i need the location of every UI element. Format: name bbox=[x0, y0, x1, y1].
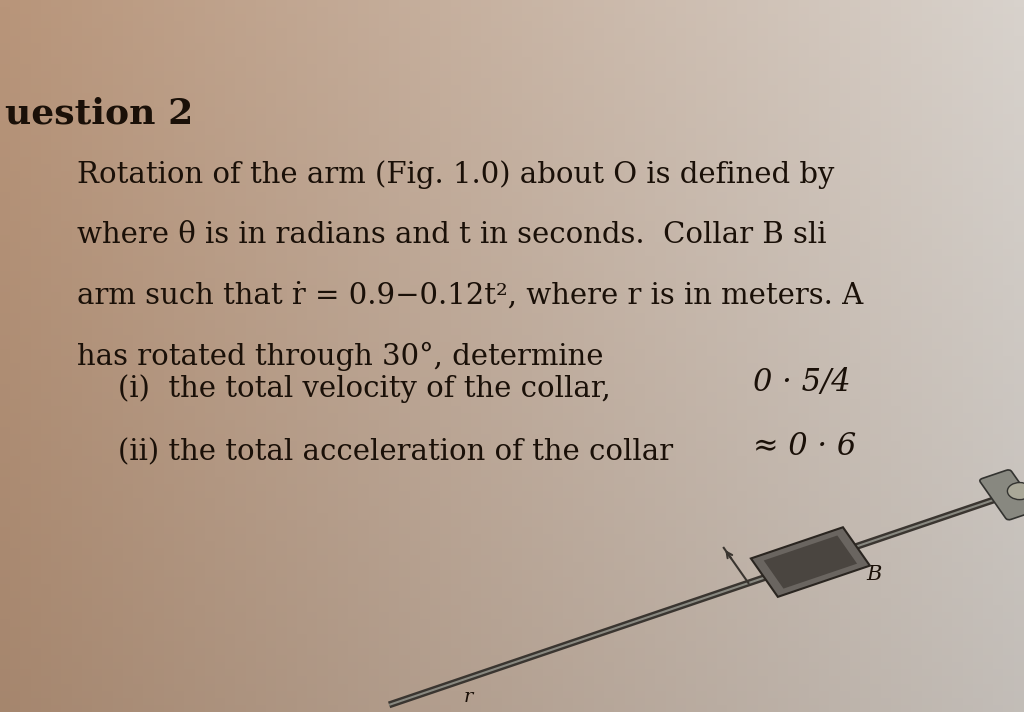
Text: r: r bbox=[464, 689, 473, 706]
FancyBboxPatch shape bbox=[980, 470, 1024, 520]
Text: uestion 2: uestion 2 bbox=[5, 96, 194, 130]
Text: (ii) the total acceleration of the collar: (ii) the total acceleration of the colla… bbox=[118, 438, 673, 466]
Text: has rotated through 30°, determine: has rotated through 30°, determine bbox=[77, 342, 603, 371]
Text: (i)  the total velocity of the collar,: (i) the total velocity of the collar, bbox=[118, 374, 610, 402]
Text: arm such that ṙ = 0.9−0.12t², where r is in meters. A: arm such that ṙ = 0.9−0.12t², where r i… bbox=[77, 281, 863, 309]
Circle shape bbox=[1008, 483, 1024, 500]
Text: 0 · 5/4: 0 · 5/4 bbox=[753, 367, 850, 398]
Text: where θ is in radians and t in seconds.  Collar B sli: where θ is in radians and t in seconds. … bbox=[77, 221, 826, 248]
Text: ≈ 0 · 6: ≈ 0 · 6 bbox=[753, 431, 856, 462]
Bar bbox=[751, 528, 869, 597]
Text: Rotation of the arm (Fig. 1.0) about O is defined by: Rotation of the arm (Fig. 1.0) about O i… bbox=[77, 160, 835, 189]
Bar bbox=[764, 535, 857, 589]
Text: B: B bbox=[866, 565, 882, 585]
